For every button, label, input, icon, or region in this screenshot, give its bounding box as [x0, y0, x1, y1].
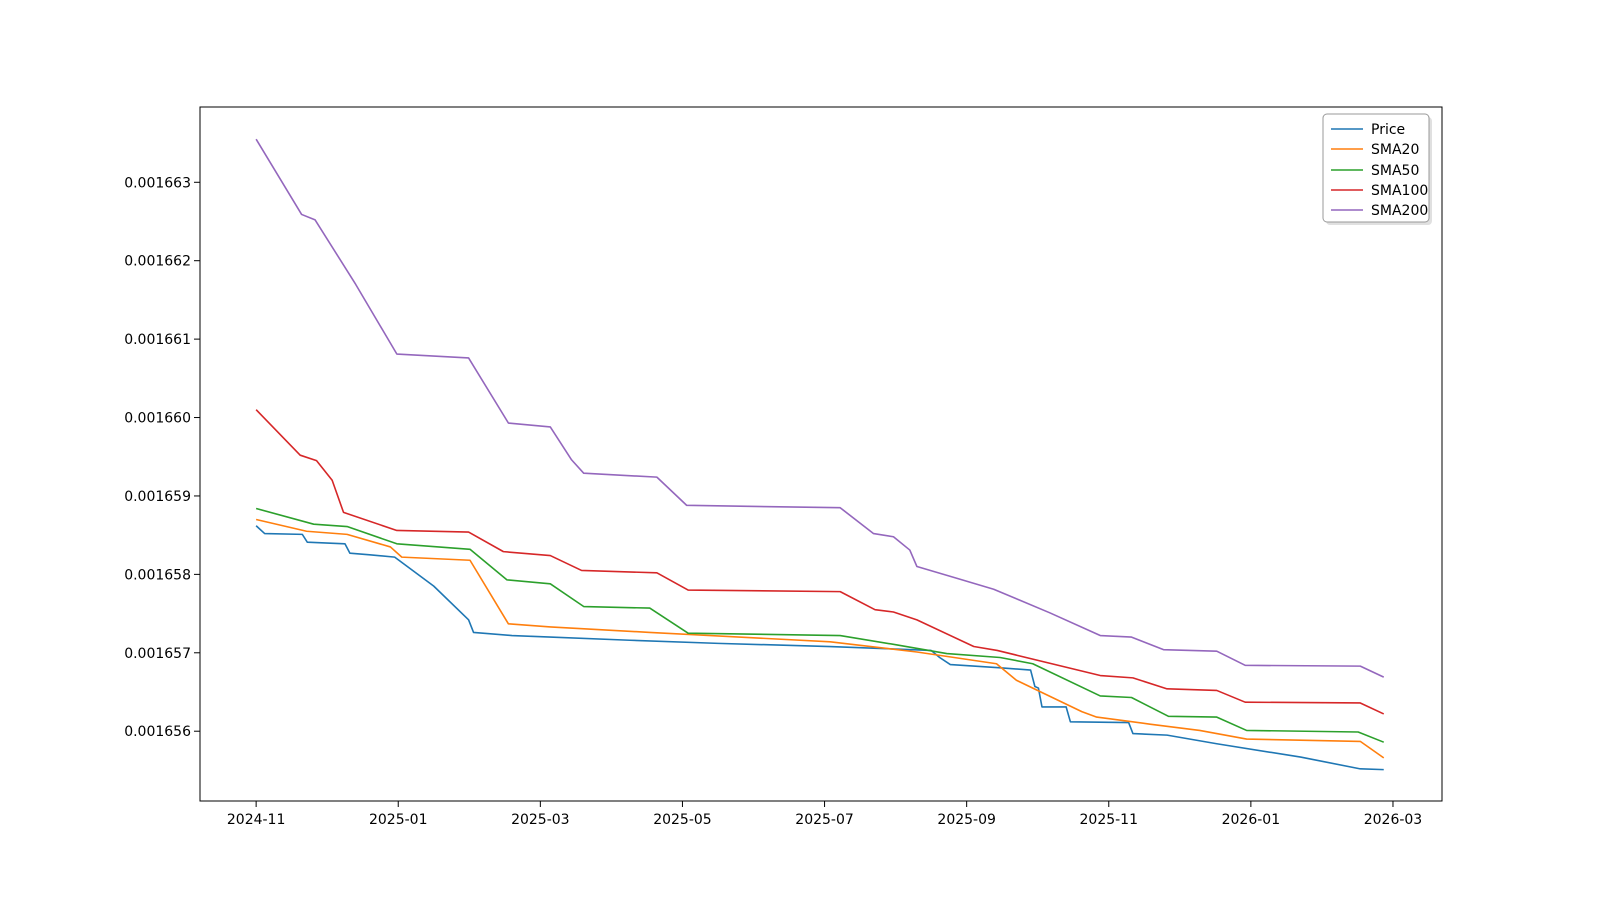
legend-label-price: Price [1371, 122, 1405, 138]
x-tick-label: 2025-11 [1080, 812, 1139, 828]
legend-label-sma100: SMA100 [1371, 183, 1428, 199]
legend-item-sma20: SMA20 [1331, 142, 1419, 158]
legend-item-sma100: SMA100 [1331, 183, 1428, 199]
x-tick-label: 2025-07 [795, 812, 854, 828]
plot-frame [199, 106, 1443, 802]
x-tick-label: 2025-01 [369, 812, 428, 828]
legend-box [1322, 113, 1430, 223]
y-tick-label: 0.001660 [124, 411, 191, 427]
legend: Price SMA20 SMA50 SMA100 SMA200 [1322, 113, 1432, 225]
x-axis: 2024-11 2025-01 2025-03 2025-05 2025-07 2025-… [227, 801, 1422, 828]
y-tick-label: 0.001659 [124, 489, 191, 505]
y-tick-label: 0.001656 [124, 724, 191, 740]
legend-item-price: Price [1331, 122, 1405, 138]
y-tick-label: 0.001663 [124, 175, 191, 191]
x-tick-label: 2025-03 [511, 812, 570, 828]
legend-label-sma50: SMA50 [1371, 163, 1419, 179]
series-line-sma200 [255, 138, 1385, 678]
legend-label-sma200: SMA200 [1371, 203, 1428, 219]
y-tick-label: 0.001661 [124, 332, 191, 348]
x-tick-label: 2026-01 [1222, 812, 1281, 828]
x-tick-label: 2024-11 [227, 812, 286, 828]
series-line-sma50 [255, 507, 1385, 743]
y-tick-label: 0.001658 [124, 567, 191, 583]
x-tick-label: 2025-09 [937, 812, 996, 828]
y-tick-label: 0.001657 [124, 646, 191, 662]
series-line-sma20 [255, 518, 1385, 759]
y-tick-label: 0.001662 [124, 254, 191, 270]
y-axis: 0.001656 0.001657 0.001658 0.001659 0.001660… [124, 175, 200, 740]
series-line-sma100 [255, 409, 1385, 715]
legend-item-sma200: SMA200 [1331, 203, 1428, 219]
legend-label-sma20: SMA20 [1371, 142, 1419, 158]
x-tick-label: 2026-03 [1364, 812, 1423, 828]
series-lines [255, 138, 1385, 771]
legend-item-sma50: SMA50 [1331, 163, 1419, 179]
x-tick-label: 2025-05 [653, 812, 712, 828]
